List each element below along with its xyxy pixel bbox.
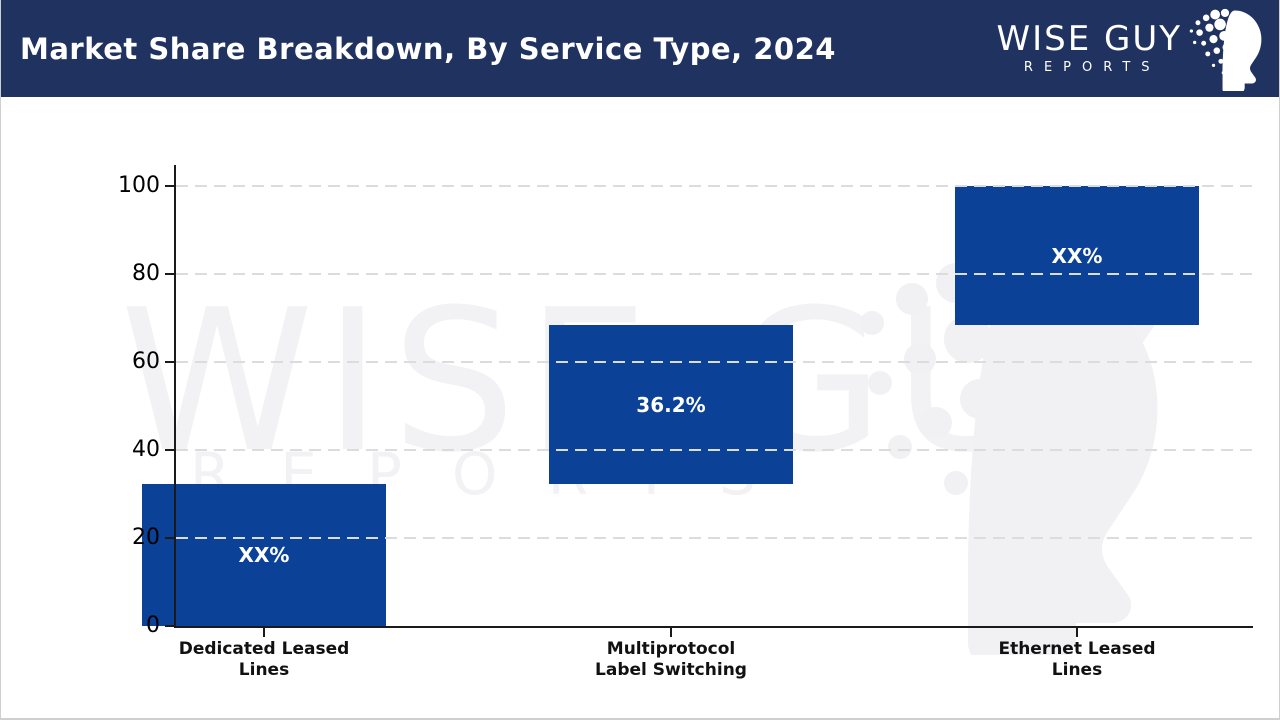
logo-head-icon	[1189, 8, 1262, 91]
x-axis-category-label: Multiprotocol Label Switching	[595, 639, 747, 681]
y-axis-tick-label: 20	[132, 525, 160, 550]
bar-segment: XX%	[142, 484, 386, 626]
gridline-100	[176, 185, 1253, 187]
logo-sub-text: REPORTS	[1023, 60, 1161, 76]
y-axis	[174, 165, 176, 628]
x-axis-tick	[670, 628, 672, 637]
y-axis-tick-80	[165, 273, 175, 275]
x-axis-tick	[263, 628, 265, 637]
gridline-60	[176, 361, 1253, 363]
bar-segment: 36.2%	[549, 325, 793, 485]
y-axis-tick-20	[165, 537, 175, 539]
x-axis-category-label: Dedicated Leased Lines	[178, 639, 350, 681]
y-axis-tick-label: 0	[146, 613, 160, 638]
logo-text: WISE GUY REPORTS	[996, 18, 1182, 76]
x-axis	[174, 626, 1253, 628]
gridline-20	[176, 537, 1253, 539]
y-axis-tick-label: 80	[132, 261, 160, 286]
y-axis-tick-label: 60	[132, 349, 160, 374]
page-title: Market Share Breakdown, By Service Type,…	[20, 31, 836, 66]
y-axis-tick-0	[165, 625, 175, 627]
y-axis-tick-label: 100	[118, 173, 160, 198]
bar-value-label: XX%	[238, 543, 290, 568]
logo-brand-text: WISE GUY	[996, 18, 1182, 59]
y-axis-tick-label: 40	[132, 437, 160, 462]
y-axis-tick-100	[165, 185, 175, 187]
gridline-40	[176, 449, 1253, 451]
bar-value-label: XX%	[1051, 243, 1103, 268]
bar-value-label: 36.2%	[636, 392, 706, 417]
bar-segment: XX%	[955, 186, 1199, 326]
gridline-80	[176, 273, 1253, 275]
x-axis-category-label: Ethernet Leased Lines	[998, 639, 1156, 681]
wise-guy-reports-logo: WISE GUY REPORTS	[996, 7, 1280, 91]
x-axis-tick	[1076, 628, 1078, 637]
y-axis-tick-40	[165, 449, 175, 451]
header-bar: Market Share Breakdown, By Service Type,…	[0, 0, 1280, 97]
watermark-head-icon	[860, 263, 1158, 655]
y-axis-tick-60	[165, 361, 175, 363]
